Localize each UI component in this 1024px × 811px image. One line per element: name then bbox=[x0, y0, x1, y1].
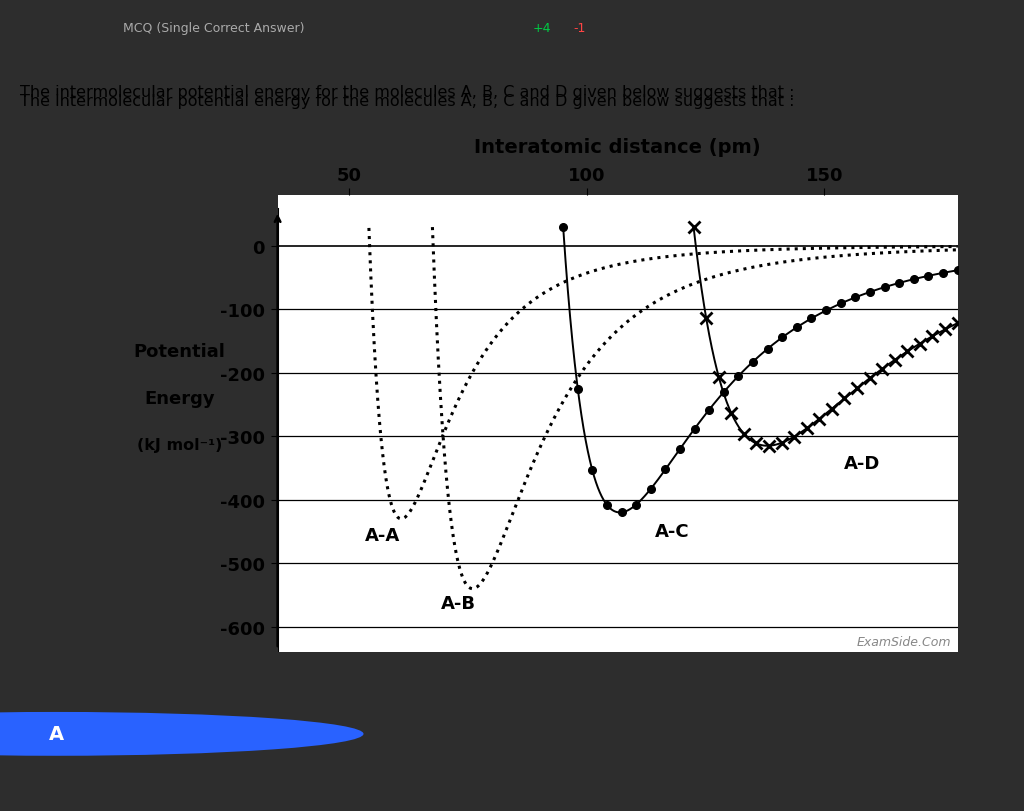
Text: A-A: A-A bbox=[365, 526, 399, 544]
Text: +4: +4 bbox=[532, 22, 551, 35]
Text: -1: -1 bbox=[573, 22, 586, 35]
Text: A-C: A-C bbox=[655, 523, 689, 541]
Text: (kJ mol⁻¹): (kJ mol⁻¹) bbox=[136, 437, 222, 453]
X-axis label: Interatomic distance (pm): Interatomic distance (pm) bbox=[474, 138, 761, 157]
Text: ExamSide.Com: ExamSide.Com bbox=[856, 635, 950, 648]
Circle shape bbox=[0, 712, 364, 756]
Text: MCQ (Single Correct Answer): MCQ (Single Correct Answer) bbox=[123, 22, 304, 35]
Text: Potential: Potential bbox=[133, 342, 225, 360]
Text: A: A bbox=[49, 724, 63, 744]
Text: Energy: Energy bbox=[144, 389, 214, 407]
Text: The intermolecular potential energy for the molecules A, B, C and D given below : The intermolecular potential energy for … bbox=[20, 85, 795, 100]
Text: A-B: A-B bbox=[440, 594, 476, 611]
Text: A-D: A-D bbox=[844, 454, 881, 472]
Text: The intermolecular potential energy for the molecules A, B, C and D given below : The intermolecular potential energy for … bbox=[20, 94, 795, 109]
Text: A-B has the stiffest bond: A-B has the stiffest bond bbox=[118, 725, 339, 743]
